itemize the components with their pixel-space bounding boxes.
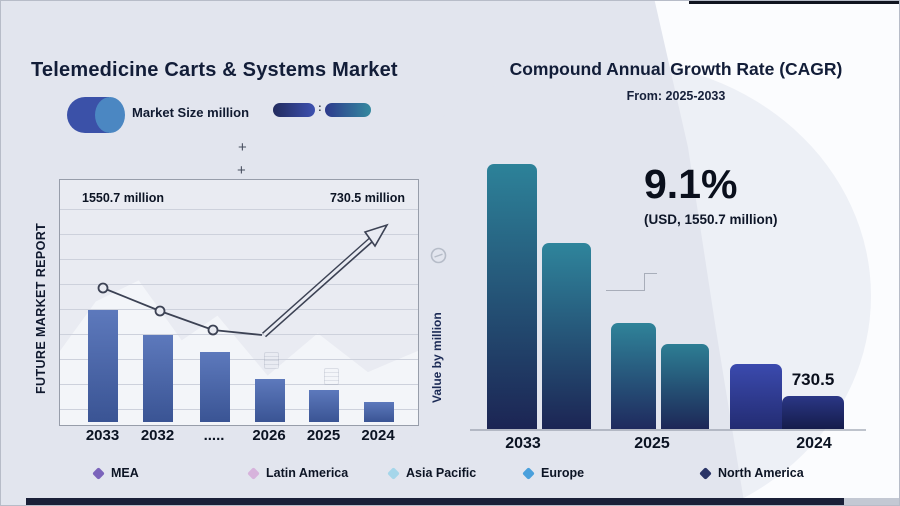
- legend-item-asia-pacific: Asia Pacific: [387, 466, 477, 480]
- document-watermark-icon: [264, 352, 279, 369]
- gridline: [60, 209, 418, 210]
- cagr-chart: 730.5: [456, 151, 888, 431]
- left-x-label-.....: .....: [203, 427, 225, 444]
- legend-item-europe: Europe: [522, 466, 585, 480]
- legend-item-north-america: North America: [699, 466, 804, 480]
- left-x-label-2024: 2024: [361, 427, 395, 444]
- region-legend: MEA Latin America Asia Pacific Europe North …: [1, 464, 899, 488]
- gridline: [60, 284, 418, 285]
- background-blob: [351, 61, 871, 505]
- database-cylinder-icon: [67, 97, 125, 133]
- bar-value-label: 730.5: [791, 370, 835, 389]
- clock-icon: [430, 247, 447, 264]
- trend-line-overlay: [97, 223, 389, 338]
- cagr-bar-2025-1: [611, 323, 656, 429]
- left-bar-2026: [255, 379, 285, 422]
- gridline: [60, 309, 418, 310]
- legend-diamond-icon: [699, 466, 712, 480]
- plus-mark-icon: +: [237, 162, 246, 179]
- cagr-bar-2025-2: [661, 344, 709, 429]
- legend-item-mea: MEA: [92, 466, 139, 480]
- bottom-edge-bar-grey: [844, 498, 899, 505]
- cagr-title: Compound Annual Growth Rate (CAGR): [509, 59, 843, 79]
- left-x-label-2025: 2025: [306, 427, 341, 444]
- gridline: [60, 359, 418, 360]
- left-bar-2032: [143, 335, 173, 422]
- legend-pill-dark-icon: [273, 103, 315, 117]
- left-x-label-2033: 2033: [85, 427, 120, 444]
- cagr-bar-2024-1: [730, 364, 782, 429]
- x-axis-line: [470, 429, 866, 431]
- step-line-decoration: [606, 274, 645, 291]
- gridline: [60, 259, 418, 260]
- right-x-label-2025: 2025: [634, 435, 670, 452]
- right-x-label-2033: 2033: [505, 435, 541, 452]
- step-line-decoration: [644, 273, 657, 274]
- future-market-report-label: FUTURE MARKET REPORT: [34, 222, 48, 395]
- left-bar-2024: [364, 402, 394, 422]
- cagr-subtitle: From: 2025-2033: [626, 89, 726, 103]
- bottom-edge-bar: [26, 498, 846, 505]
- legend-label: MEA: [111, 466, 139, 480]
- left-bar-.....: [200, 352, 230, 422]
- legend-diamond-icon: [247, 466, 260, 480]
- legend-diamond-icon: [387, 466, 400, 480]
- legend-label: Asia Pacific: [406, 466, 477, 480]
- right-x-label-2024: 2024: [796, 435, 832, 452]
- top-edge-bar: [689, 1, 899, 4]
- gridline: [60, 334, 418, 335]
- annotation-1550: 1550.7 million: [82, 191, 164, 205]
- left-x-label-2032: 2032: [140, 427, 175, 444]
- gridline: [60, 384, 418, 385]
- market-size-legend-label: Market Size million: [132, 105, 250, 120]
- cagr-value: 9.1%: [644, 161, 738, 207]
- value-axis-label: Value by million: [430, 312, 444, 404]
- left-bar-2033: [88, 310, 118, 422]
- legend-label: Latin America: [266, 466, 349, 480]
- cagr-bar-2033-1: [487, 164, 537, 429]
- legend-item-latin-america: Latin America: [247, 466, 349, 480]
- legend-label: North America: [718, 466, 804, 480]
- cagr-bar-2024-2: [782, 396, 844, 429]
- annotation-730: 730.5 million: [329, 191, 405, 205]
- page-title: Telemedicine Carts & Systems Market: [31, 59, 398, 81]
- cagr-bar-2033-2: [542, 243, 591, 429]
- left-chart-x-axis: 2033 2032..... 2026 2025 2024: [59, 427, 417, 447]
- legend-label: Europe: [541, 466, 585, 480]
- gridline: [60, 234, 418, 235]
- legend-pill-separator: :: [318, 102, 322, 114]
- document-watermark-icon: [324, 368, 339, 385]
- gridline: [60, 409, 418, 410]
- legend-diamond-icon: [522, 466, 535, 480]
- cagr-usd-note: (USD, 1550.7 million): [644, 212, 778, 227]
- left-bar-2025: [309, 390, 339, 422]
- legend-pill-teal-icon: [325, 103, 371, 117]
- plus-mark-icon: +: [238, 139, 247, 156]
- legend-diamond-icon: [92, 466, 105, 480]
- right-chart-x-axis: 2033 2025 2024: [456, 435, 888, 457]
- left-x-label-2026: 2026: [252, 427, 286, 444]
- market-size-chart: 1550.7 million 730.5 million: [59, 179, 419, 426]
